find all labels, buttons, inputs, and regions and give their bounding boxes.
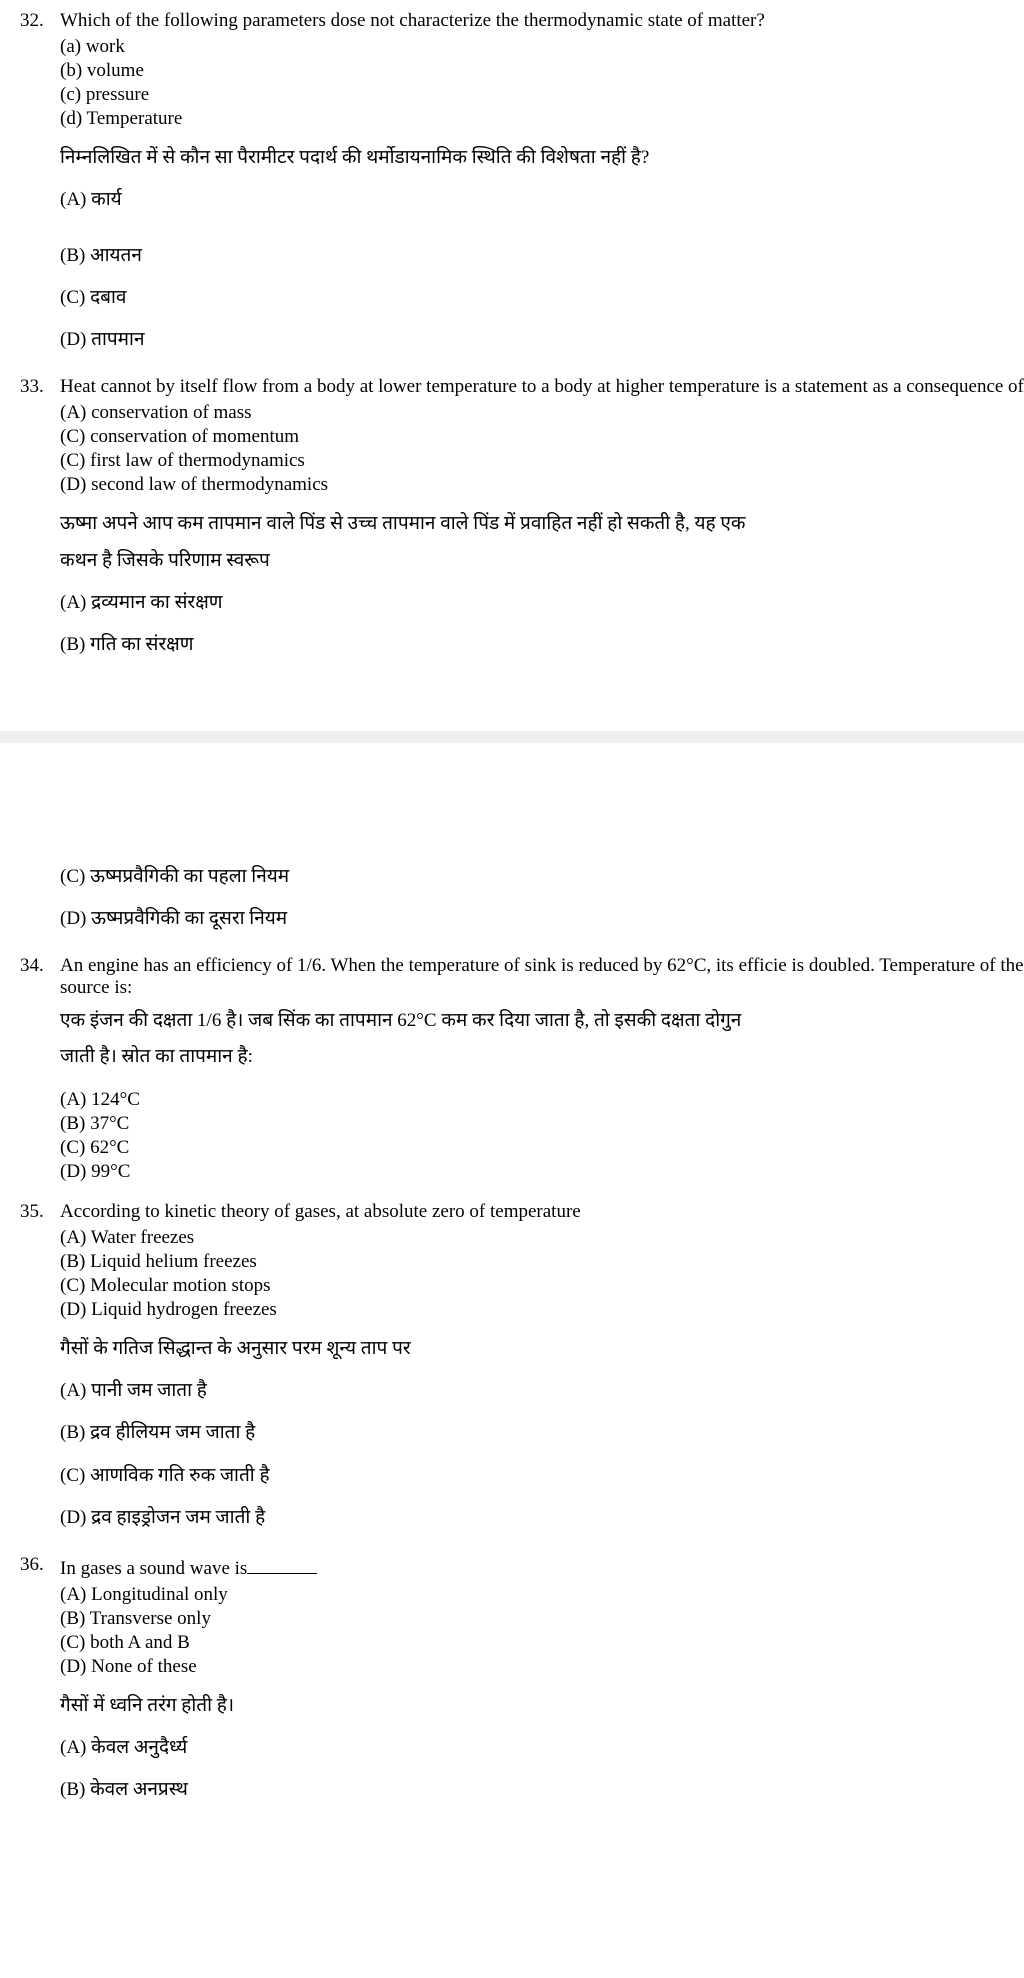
question-hindi: गैसों में ध्वनि तरंग होती है। (A) केवल अ… (60, 1688, 1024, 1808)
option-b: (B) 37°C (60, 1113, 1024, 1135)
question-text-hi: गैसों में ध्वनि तरंग होती है। (60, 1688, 1024, 1724)
option-b-en: (C) conservation of momentum (60, 426, 1024, 448)
question-number: 34. (20, 955, 44, 977)
question-34: 34. An engine has an efficiency of 1/6. … (0, 955, 1024, 1183)
option-a-en: (A) conservation of mass (60, 402, 1024, 424)
option-b-en: (b) volume (60, 60, 1024, 82)
option-d-hi: (D) ऊष्मप्रवैगिकी का दूसरा नियम (60, 901, 1024, 937)
question-number: 35. (20, 1201, 44, 1223)
option-a-en: (A) Water freezes (60, 1227, 1024, 1249)
option-a-hi: (A) पानी जम जाता है (60, 1373, 1024, 1409)
option-d-en: (d) Temperature (60, 108, 1024, 130)
question-number: 33. (20, 376, 44, 398)
option-c-hi: (C) दबाव (60, 280, 1024, 316)
options-en: (A) Longitudinal only (B) Transverse onl… (60, 1584, 1024, 1678)
question-hindi-continued: (C) ऊष्मप्रवैगिकी का पहला नियम (D) ऊष्मप… (60, 859, 1024, 937)
option-c-hi: (C) आणविक गति रुक जाती है (60, 1458, 1024, 1494)
question-text-hi-line2: कथन है जिसके परिणाम स्वरूप (60, 543, 1024, 579)
question-text-en: Which of the following parameters dose n… (60, 10, 1024, 32)
option-b-hi: (B) गति का संरक्षण (60, 627, 1024, 663)
option-b-hi: (B) केवल अनप्रस्थ (60, 1772, 1024, 1808)
options-en: (A) conservation of mass (C) conservatio… (60, 402, 1024, 496)
question-text-en: An engine has an efficiency of 1/6. When… (60, 955, 1024, 999)
option-a-hi: (A) द्रव्यमान का संरक्षण (60, 585, 1024, 621)
option-d-en: (D) second law of thermodynamics (60, 474, 1024, 496)
option-c-en: (C) first law of thermodynamics (60, 450, 1024, 472)
option-c-en: (C) both A and B (60, 1632, 1024, 1654)
fill-blank (247, 1554, 317, 1574)
page-break-gap (60, 671, 1024, 851)
question-text-hi: गैसों के गतिज सिद्धान्त के अनुसार परम शू… (60, 1331, 1024, 1367)
question-text-en: According to kinetic theory of gases, at… (60, 1201, 1024, 1223)
question-36: 36. In gases a sound wave is (A) Longitu… (0, 1554, 1024, 1808)
options-en: (a) work (b) volume (c) pressure (d) Tem… (60, 36, 1024, 130)
options-en: (A) Water freezes (B) Liquid helium free… (60, 1227, 1024, 1321)
option-b-en: (B) Liquid helium freezes (60, 1251, 1024, 1273)
q36-text: In gases a sound wave is (60, 1558, 247, 1579)
option-a-en: (a) work (60, 36, 1024, 58)
question-hindi: निम्नलिखित में से कौन सा पैरामीटर पदार्थ… (60, 140, 1024, 358)
question-text-hi: निम्नलिखित में से कौन सा पैरामीटर पदार्थ… (60, 140, 1024, 176)
question-number: 36. (20, 1554, 44, 1576)
option-a-hi: (A) कार्य (60, 182, 1024, 218)
option-a: (A) 124°C (60, 1089, 1024, 1111)
option-d-hi: (D) द्रव हाइड्रोजन जम जाती है (60, 1500, 1024, 1536)
option-b-en: (B) Transverse only (60, 1608, 1024, 1630)
option-d-en: (D) Liquid hydrogen freezes (60, 1299, 1024, 1321)
question-32: 32. Which of the following parameters do… (0, 10, 1024, 358)
option-b-hi: (B) द्रव हीलियम जम जाता है (60, 1415, 1024, 1451)
question-35: 35. According to kinetic theory of gases… (0, 1201, 1024, 1535)
question-text-hi-line1: एक इंजन की दक्षता 1/6 है। जब सिंक का ताप… (60, 1003, 1024, 1039)
option-d-hi: (D) तापमान (60, 322, 1024, 358)
question-text-hi-line2: जाती है। स्रोत का तापमान है: (60, 1039, 1024, 1075)
question-hindi: एक इंजन की दक्षता 1/6 है। जब सिंक का ताप… (60, 1003, 1024, 1075)
option-c-en: (c) pressure (60, 84, 1024, 106)
question-text-en: In gases a sound wave is (60, 1554, 1024, 1580)
question-text-en: Heat cannot by itself flow from a body a… (60, 376, 1024, 398)
question-text-hi-line1: ऊष्मा अपने आप कम तापमान वाले पिंड से उच्… (60, 506, 1024, 542)
exam-page: 32. Which of the following parameters do… (0, 0, 1024, 1856)
option-a-hi: (A) केवल अनुदैर्ध्य (60, 1730, 1024, 1766)
question-33: 33. Heat cannot by itself flow from a bo… (0, 376, 1024, 937)
question-number: 32. (20, 10, 44, 32)
option-d-en: (D) None of these (60, 1656, 1024, 1678)
option-c-hi: (C) ऊष्मप्रवैगिकी का पहला नियम (60, 859, 1024, 895)
options: (A) 124°C (B) 37°C (C) 62°C (D) 99°C (60, 1089, 1024, 1183)
option-c: (C) 62°C (60, 1137, 1024, 1159)
option-a-en: (A) Longitudinal only (60, 1584, 1024, 1606)
option-c-en: (C) Molecular motion stops (60, 1275, 1024, 1297)
question-hindi: ऊष्मा अपने आप कम तापमान वाले पिंड से उच्… (60, 506, 1024, 662)
option-b-hi: (B) आयतन (60, 238, 1024, 274)
question-hindi: गैसों के गतिज सिद्धान्त के अनुसार परम शू… (60, 1331, 1024, 1535)
option-d: (D) 99°C (60, 1161, 1024, 1183)
